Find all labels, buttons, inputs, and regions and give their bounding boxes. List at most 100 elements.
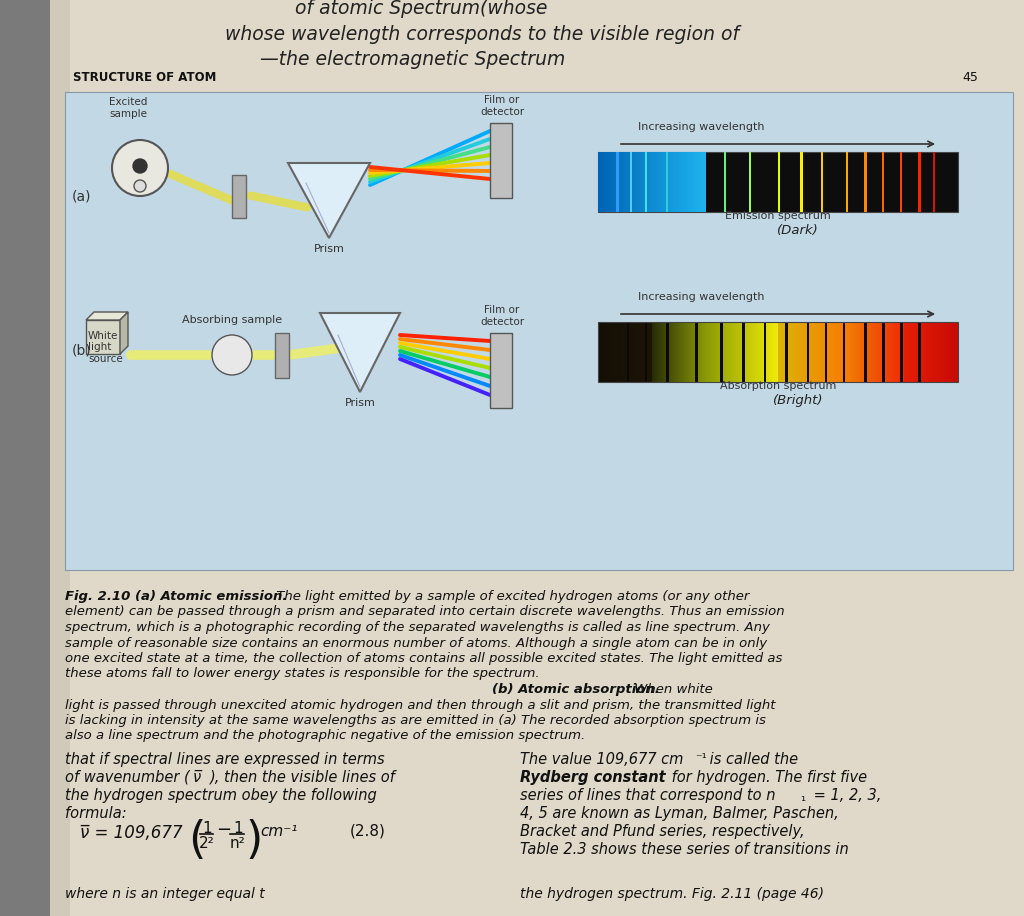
Text: ), then the visible lines of: ), then the visible lines of — [210, 770, 396, 785]
Text: of atomic Spectrum(whose: of atomic Spectrum(whose — [295, 0, 548, 18]
Text: —the electromagnetic Spectrum: —the electromagnetic Spectrum — [260, 50, 565, 69]
Text: series of lines that correspond to n: series of lines that correspond to n — [520, 788, 775, 803]
Text: (Bright): (Bright) — [773, 394, 823, 407]
Bar — [695, 322, 697, 382]
Text: for hydrogen. The first five: for hydrogen. The first five — [667, 770, 867, 785]
Text: these atoms fall to lower energy states is responsible for the spectrum.: these atoms fall to lower energy states … — [65, 668, 540, 681]
Text: light is passed through unexcited atomic hydrogen and then through a slit and pr: light is passed through unexcited atomic… — [65, 699, 775, 712]
Polygon shape — [86, 312, 128, 320]
Text: (b): (b) — [72, 344, 92, 358]
Text: 1: 1 — [202, 821, 212, 836]
Bar — [764, 322, 766, 382]
Text: 2²: 2² — [199, 836, 215, 851]
Text: Prism: Prism — [313, 244, 344, 254]
Text: that if spectral lines are expressed in terms: that if spectral lines are expressed in … — [65, 752, 385, 767]
Bar — [919, 322, 921, 382]
Bar — [616, 152, 618, 212]
Text: whose wavelength corresponds to the visible region of: whose wavelength corresponds to the visi… — [225, 25, 739, 44]
Bar — [645, 152, 647, 212]
Text: Bracket and Pfund series, respectively,: Bracket and Pfund series, respectively, — [520, 824, 805, 839]
Bar — [598, 322, 958, 382]
Bar — [883, 322, 885, 382]
Bar — [490, 123, 512, 198]
Bar — [847, 152, 849, 212]
Text: = 1, 2, 3,: = 1, 2, 3, — [809, 788, 882, 803]
Text: −: − — [216, 821, 231, 839]
Text: Absorbing sample: Absorbing sample — [182, 315, 282, 325]
Text: Prism: Prism — [344, 398, 376, 408]
Text: 45: 45 — [963, 71, 978, 84]
Bar — [0, 0, 50, 916]
Bar — [724, 152, 726, 212]
Bar — [667, 322, 669, 382]
Text: When white: When white — [630, 683, 713, 696]
Text: ν̅ = 109,677: ν̅ = 109,677 — [80, 824, 182, 842]
Polygon shape — [232, 175, 246, 218]
Text: one excited state at a time, the collection of atoms contains all possible excit: one excited state at a time, the collect… — [65, 652, 782, 665]
Text: ν̅: ν̅ — [193, 770, 201, 785]
Bar — [742, 322, 744, 382]
Bar — [900, 152, 902, 212]
Text: (: ( — [188, 819, 206, 862]
Text: (b) Atomic absorption.: (b) Atomic absorption. — [492, 683, 659, 696]
Bar — [86, 320, 120, 354]
Polygon shape — [319, 313, 400, 392]
Bar — [800, 152, 803, 212]
Circle shape — [112, 140, 168, 196]
Bar — [864, 152, 867, 212]
Text: Table 2.3 shows these series of transitions in: Table 2.3 shows these series of transiti… — [520, 842, 849, 857]
Text: is lacking in intensity at the same wavelengths as are emitted in (a) The record: is lacking in intensity at the same wave… — [65, 714, 766, 727]
Bar — [864, 322, 867, 382]
Bar — [631, 152, 633, 212]
Bar — [778, 152, 780, 212]
Text: also a line spectrum and the photographic negative of the emission spectrum.: also a line spectrum and the photographi… — [65, 729, 586, 743]
Circle shape — [134, 180, 146, 192]
Bar — [900, 322, 903, 382]
Bar — [785, 322, 787, 382]
Bar — [50, 0, 70, 916]
Bar — [490, 333, 512, 408]
Text: Absorption spectrum: Absorption spectrum — [720, 381, 837, 391]
Text: White
light
source: White light source — [88, 331, 123, 364]
Bar — [721, 322, 723, 382]
Text: Increasing wavelength: Increasing wavelength — [638, 292, 765, 302]
Text: (a): (a) — [72, 189, 91, 203]
Text: sample of reasonable size contains an enormous number of atoms. Although a singl: sample of reasonable size contains an en… — [65, 637, 767, 649]
Polygon shape — [288, 163, 370, 238]
Text: Film or
detector: Film or detector — [480, 305, 524, 327]
Text: Fig. 2.10 (a) Atomic emission.: Fig. 2.10 (a) Atomic emission. — [65, 590, 288, 603]
Bar — [824, 322, 827, 382]
Bar — [667, 152, 669, 212]
Text: Rydberg constant: Rydberg constant — [520, 770, 666, 785]
Polygon shape — [120, 312, 128, 354]
Bar — [843, 322, 845, 382]
Text: where n is an integer equal t: where n is an integer equal t — [65, 887, 265, 901]
Text: of wavenumber (: of wavenumber ( — [65, 770, 189, 785]
Text: the hydrogen spectrum obey the following: the hydrogen spectrum obey the following — [65, 788, 377, 803]
Bar — [750, 152, 752, 212]
Polygon shape — [275, 333, 289, 378]
Text: is called the: is called the — [705, 752, 798, 767]
Text: The value 109,677 cm: The value 109,677 cm — [520, 752, 683, 767]
Text: (Dark): (Dark) — [777, 224, 819, 237]
Bar — [598, 152, 958, 212]
Bar — [933, 152, 935, 212]
Bar — [919, 152, 922, 212]
Text: STRUCTURE OF ATOM: STRUCTURE OF ATOM — [73, 71, 216, 84]
Text: ⁻¹: ⁻¹ — [695, 752, 707, 765]
Circle shape — [133, 159, 147, 173]
Text: ₁: ₁ — [800, 791, 805, 804]
Text: 4, 5 are known as Lyman, Balmer, Paschen,: 4, 5 are known as Lyman, Balmer, Paschen… — [520, 806, 839, 821]
Text: formula:: formula: — [65, 806, 127, 821]
Text: 1: 1 — [233, 821, 243, 836]
Text: Excited
sample: Excited sample — [109, 97, 147, 119]
Text: Film or
detector: Film or detector — [480, 95, 524, 117]
Text: the hydrogen spectrum. Fig. 2.11 (page 46): the hydrogen spectrum. Fig. 2.11 (page 4… — [520, 887, 824, 901]
Bar — [883, 152, 885, 212]
Text: The light emitted by a sample of excited hydrogen atoms (or any other: The light emitted by a sample of excited… — [272, 590, 750, 603]
Text: ): ) — [245, 819, 262, 862]
Text: (2.8): (2.8) — [350, 823, 386, 838]
Bar — [627, 322, 630, 382]
Circle shape — [212, 335, 252, 375]
Text: Emission spectrum: Emission spectrum — [725, 211, 830, 221]
